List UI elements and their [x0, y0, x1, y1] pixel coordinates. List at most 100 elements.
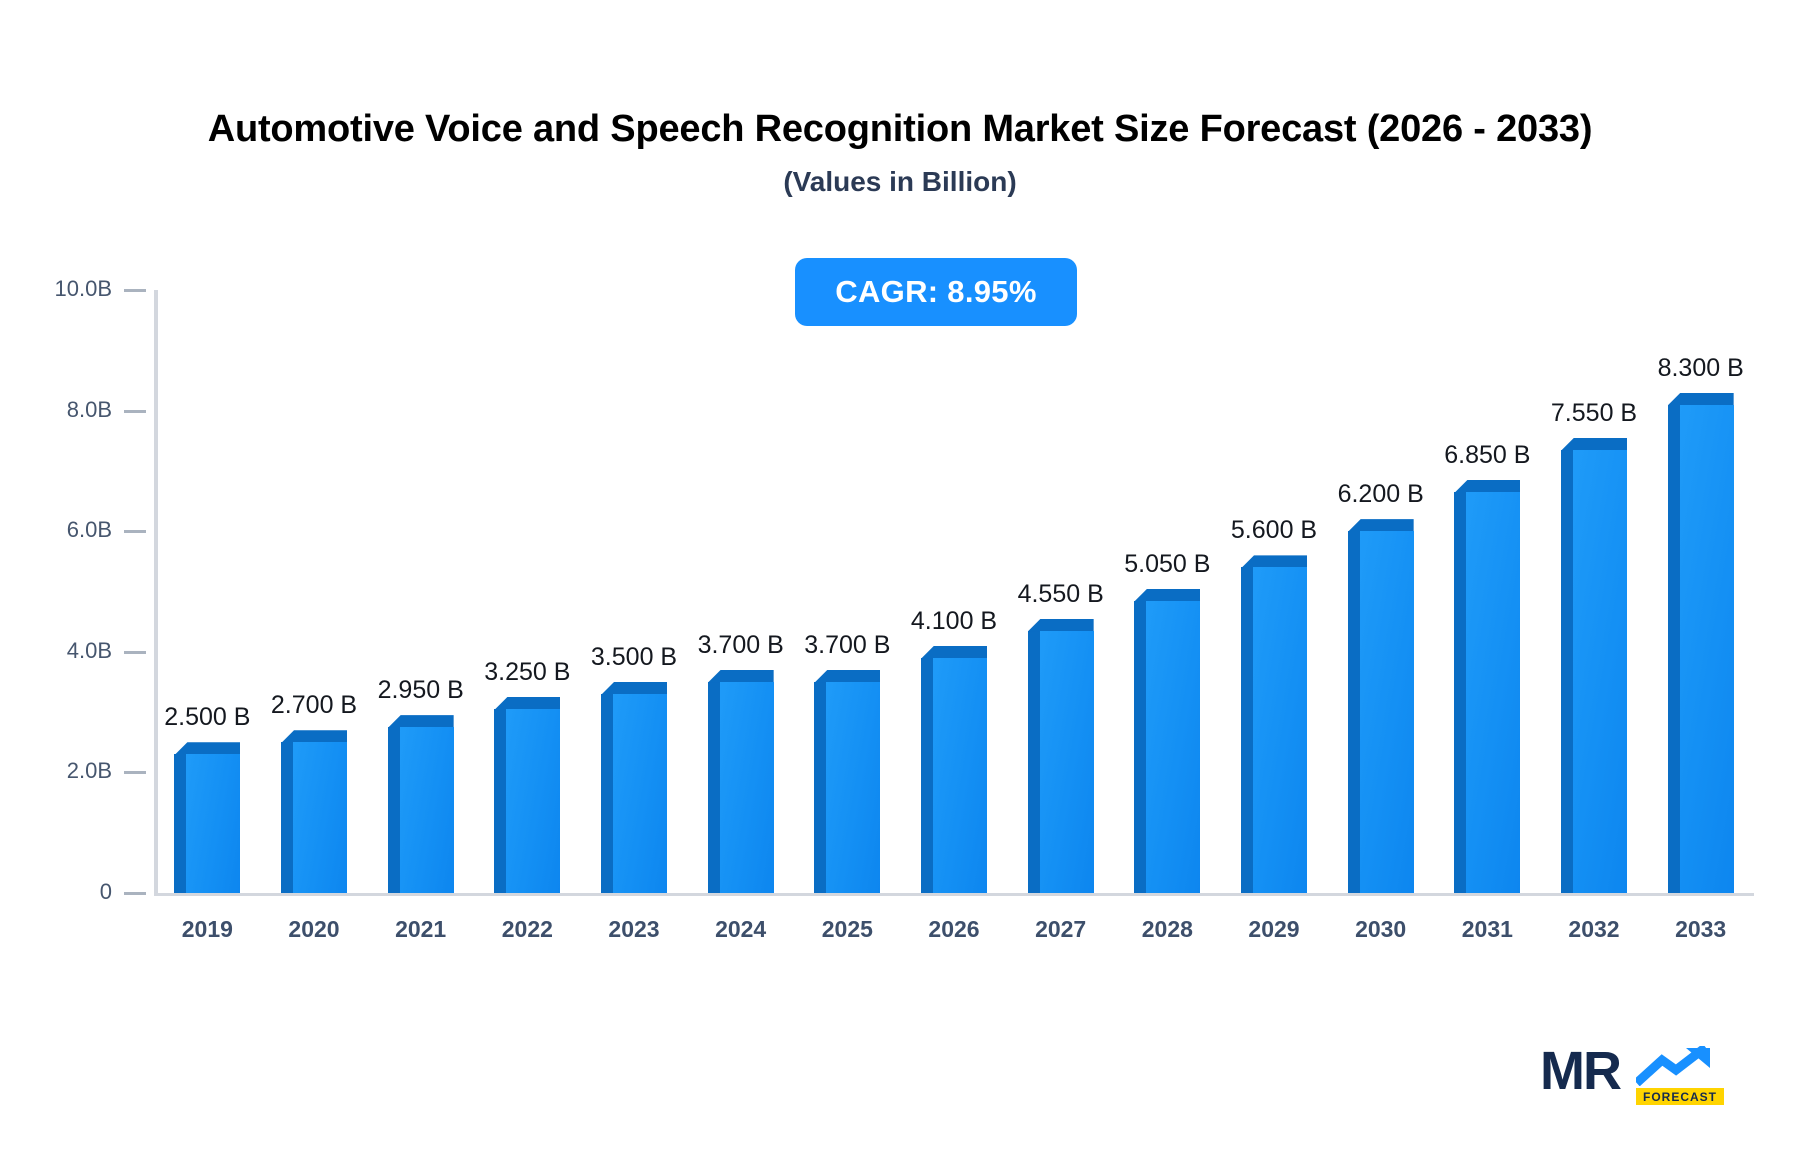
bar-side-face [1134, 600, 1148, 893]
x-axis-label: 2029 [1248, 916, 1300, 942]
logo-wordmark: MR [1540, 1041, 1622, 1101]
bar-value-label: 5.050 B [1124, 549, 1211, 578]
logo: MR FORECAST [1540, 1041, 1724, 1112]
bar-value-label: 2.950 B [377, 676, 464, 705]
bar-top-face [1027, 618, 1094, 632]
bar-group[interactable]: 2.500 B [164, 703, 250, 893]
bar-top-face [494, 697, 561, 711]
bar-value-label: 2.700 B [270, 691, 358, 720]
title-block: Automotive Voice and Speech Recognition … [0, 108, 1800, 198]
bar-front-face [719, 681, 774, 893]
bar-value-label: 3.700 B [804, 630, 891, 659]
bar-top-face [921, 645, 987, 659]
x-axis-label: 2032 [1568, 916, 1620, 942]
bar[interactable] [707, 669, 774, 893]
y-tick-label: 8.0B [66, 396, 112, 422]
bar-side-face [494, 709, 508, 893]
x-axis-label: 2019 [181, 916, 233, 942]
bar[interactable] [1027, 618, 1094, 893]
bar-group[interactable]: 3.250 B [484, 658, 570, 893]
bar-value-label: 3.700 B [697, 630, 784, 659]
bar-value-label: 6.200 B [1337, 480, 1424, 509]
bar-group[interactable]: 6.850 B [1444, 441, 1530, 893]
y-tick-label: 0 [99, 879, 112, 904]
bar-side-face [1454, 491, 1468, 893]
x-axis-label: 2021 [395, 916, 447, 942]
bar-group[interactable]: 3.700 B [804, 631, 890, 893]
bar-top-face [387, 715, 454, 729]
bar-group[interactable]: 3.700 B [698, 631, 784, 893]
bar-top-face [1347, 519, 1414, 533]
y-tick-mark [124, 409, 146, 413]
y-tick-mark [124, 892, 146, 895]
bar-group[interactable]: 3.500 B [591, 643, 677, 893]
bar[interactable] [1347, 519, 1414, 893]
bar-top-face [1241, 555, 1307, 569]
bar-side-face [1027, 630, 1041, 893]
bar-side-face [1347, 531, 1361, 893]
y-tick-label: 4.0B [66, 637, 112, 663]
bar-side-face [601, 693, 614, 893]
x-axis-label: 2026 [928, 916, 980, 942]
bar[interactable] [174, 742, 241, 893]
bar-value-label: 6.850 B [1444, 440, 1531, 469]
bar-group[interactable]: 5.600 B [1231, 516, 1317, 893]
trend-arrow-icon [1636, 1046, 1710, 1086]
bar[interactable] [601, 681, 667, 893]
page-title: Automotive Voice and Speech Recognition … [207, 108, 1593, 150]
x-axis-line [154, 893, 1754, 896]
x-axis-label: 2033 [1675, 916, 1727, 942]
bar-value-label: 2.500 B [164, 703, 251, 732]
bar-front-face [186, 754, 241, 893]
bar-group[interactable]: 8.300 B [1658, 354, 1744, 893]
bar[interactable] [387, 715, 454, 893]
bar-front-face [613, 693, 667, 893]
x-axis-label: 2031 [1461, 916, 1513, 942]
bar-side-face [707, 681, 721, 893]
bar-front-face [826, 681, 881, 893]
bar-side-face [1561, 449, 1574, 893]
bar-group[interactable]: 2.700 B [271, 691, 357, 893]
bar-top-face [1134, 588, 1201, 602]
cagr-badge: CAGR: 8.95% [795, 258, 1077, 326]
bar-top-face [707, 669, 774, 683]
bar-value-label: 7.550 B [1550, 398, 1638, 427]
bar-top-face [281, 730, 347, 744]
bar-group[interactable]: 2.950 B [378, 676, 464, 893]
bar-side-face [174, 754, 188, 893]
y-tick-label: 6.0B [66, 517, 112, 543]
bar-group[interactable]: 4.550 B [1018, 580, 1104, 893]
bar[interactable] [494, 697, 561, 893]
bar-group[interactable]: 5.050 B [1124, 550, 1210, 893]
bar[interactable] [1454, 479, 1521, 893]
bar-side-face [1667, 404, 1681, 893]
bar[interactable] [1667, 392, 1734, 893]
bar-group[interactable]: 4.100 B [911, 607, 997, 893]
y-axis-line [154, 290, 158, 893]
bar-group[interactable]: 6.200 B [1338, 480, 1424, 893]
bar[interactable] [1241, 555, 1307, 893]
bar-side-face [1241, 567, 1254, 893]
y-tick-mark [124, 650, 146, 654]
y-tick-mark [124, 771, 146, 775]
bar[interactable] [281, 730, 347, 893]
bar-top-face [1454, 479, 1521, 493]
bar-front-face [1679, 404, 1734, 893]
bar[interactable] [1561, 437, 1627, 893]
x-axis-label: 2022 [501, 916, 553, 942]
bar-front-face [293, 742, 347, 893]
bar[interactable] [814, 669, 881, 893]
chart-subtitle: (Values in Billion) [783, 165, 1017, 197]
bar-top-face [1667, 392, 1734, 406]
bar-front-face [399, 727, 454, 893]
bar-group[interactable]: 7.550 B [1551, 399, 1637, 893]
bar-top-face [1561, 437, 1627, 451]
bar[interactable] [1134, 588, 1201, 893]
bar[interactable] [921, 645, 987, 893]
bar-top-face [601, 681, 667, 695]
y-tick-label: 2.0B [66, 758, 112, 784]
y-tick-label: 10.0B [54, 276, 113, 301]
bar-top-face [174, 742, 241, 756]
